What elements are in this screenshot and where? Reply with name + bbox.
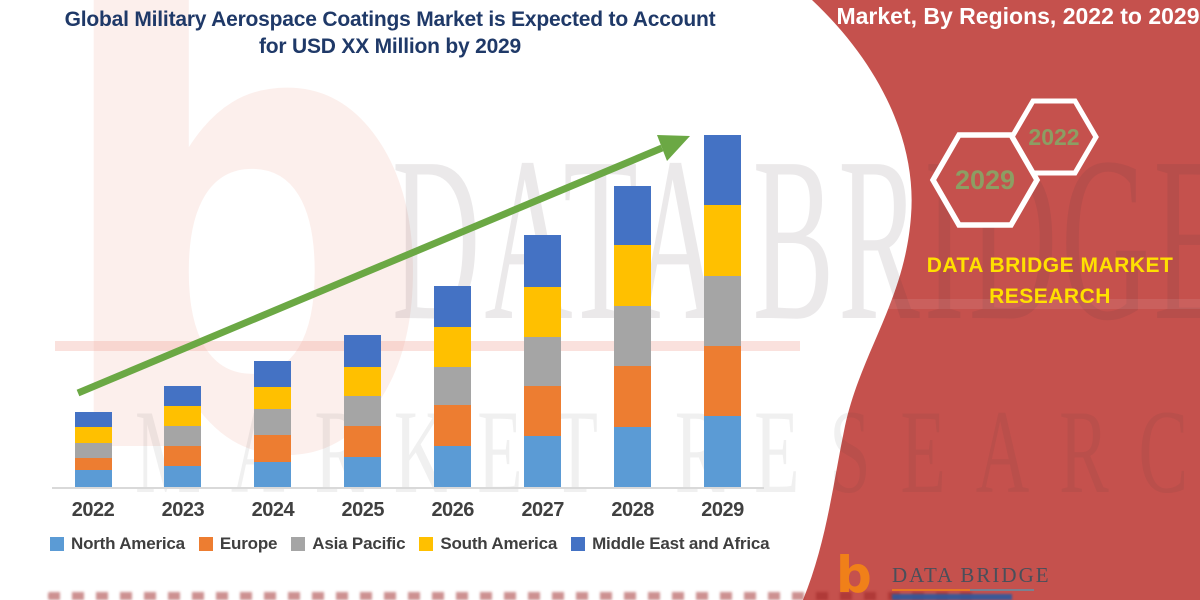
chart-title-line1: Global Military Aerospace Coatings Marke… — [64, 8, 716, 31]
legend-swatch-icon — [291, 537, 306, 551]
bar-2024-segment-middle-east-and-africa — [254, 361, 292, 387]
bar-2028-segment-north-america — [614, 427, 652, 487]
bar-2027-segment-europe — [524, 386, 562, 436]
legend-swatch-icon — [198, 537, 213, 551]
bar-2029-segment-europe — [704, 346, 741, 416]
legend-swatch-icon — [419, 537, 434, 551]
bar-2026-segment-north-america — [434, 446, 472, 487]
bar-2022-segment-south-america — [74, 427, 112, 443]
bar-2028-segment-europe — [614, 366, 652, 427]
footer-logo-text: DATA BRIDGE — [892, 563, 1051, 587]
bar-2023-segment-europe — [164, 446, 202, 466]
bar-2024-segment-north-america — [254, 462, 292, 487]
legend-item-south-america: South America — [419, 534, 557, 554]
legend-item-north-america: North America — [50, 534, 185, 554]
x-axis-label-2029: 2029 — [701, 499, 744, 521]
x-axis-label-2025: 2025 — [341, 499, 385, 521]
legend-swatch-icon — [50, 537, 64, 551]
bar-2022-segment-asia-pacific — [74, 443, 112, 458]
bar-2029-segment-south-america — [704, 205, 741, 276]
x-axis-label-2026: 2026 — [431, 499, 474, 521]
brand-text-line1: DATA BRIDGE MARKET — [926, 254, 1174, 277]
brand-text: DATA BRIDGE MARKET RESEARCH — [890, 250, 1200, 312]
bar-2028-segment-south-america — [614, 245, 652, 306]
bar-2027-segment-north-america — [524, 436, 562, 487]
chart-title: Global Military Aerospace Coatings Marke… — [30, 6, 750, 60]
bar-2026-segment-south-america — [434, 327, 472, 367]
footer-logo-underline — [892, 589, 1034, 591]
legend-label: North America — [71, 534, 185, 553]
ribbon-title: Market, By Regions, 2022 to 2029 — [836, 3, 1200, 29]
bar-2023-segment-middle-east-and-africa — [164, 386, 202, 406]
bar-2025-segment-europe — [344, 426, 382, 457]
footer-logo: b DATA BRIDGE — [830, 550, 1090, 600]
bar-2026-segment-europe — [434, 405, 472, 446]
brand-text-line2: RESEARCH — [989, 285, 1111, 308]
legend-swatch-icon — [571, 537, 586, 551]
bar-2025-segment-north-america — [344, 457, 382, 487]
bar-2027-segment-asia-pacific — [524, 337, 562, 386]
legend-item-asia-pacific: Asia Pacific — [291, 534, 406, 554]
x-axis-label-2023: 2023 — [161, 499, 205, 521]
bar-2027-segment-south-america — [524, 287, 562, 337]
bar-2024-segment-south-america — [254, 387, 292, 409]
x-axis-label-2028: 2028 — [611, 499, 654, 521]
bar-2025-segment-south-america — [344, 367, 382, 396]
x-axis-label-2024: 2024 — [251, 499, 295, 521]
bar-2023-segment-south-america — [164, 406, 202, 426]
legend-item-middle-east-and-africa: Middle East and Africa — [571, 534, 770, 554]
x-axis-label-2027: 2027 — [521, 499, 564, 521]
bar-2028-segment-middle-east-and-africa — [614, 186, 652, 245]
legend-item-europe: Europe — [198, 534, 278, 554]
data-bridge-b-logo-icon: b — [836, 546, 872, 600]
bar-2022-segment-europe — [74, 458, 112, 470]
bar-2024-segment-europe — [254, 435, 292, 462]
bar-2027-segment-middle-east-and-africa — [524, 235, 562, 287]
legend-label: Europe — [219, 534, 278, 553]
bar-2026-segment-asia-pacific — [434, 367, 472, 405]
bar-2022-segment-north-america — [74, 470, 112, 487]
bottom-cropped-text-strip — [48, 592, 978, 600]
legend-label: South America — [440, 534, 558, 553]
bar-2029-segment-asia-pacific — [704, 276, 741, 346]
bar-2023-segment-asia-pacific — [164, 426, 202, 446]
legend-label: Asia Pacific — [312, 534, 406, 553]
chart-title-line2: for USD XX Million by 2029 — [258, 35, 522, 58]
bar-2023-segment-north-america — [164, 466, 202, 487]
legend-label: Middle East and Africa — [592, 534, 770, 553]
bar-2025-segment-asia-pacific — [344, 396, 382, 426]
bar-2026-segment-middle-east-and-africa — [434, 286, 472, 327]
bar-2025-segment-middle-east-and-africa — [344, 335, 382, 367]
x-axis-line — [52, 487, 764, 489]
chart-legend: North America Europe Asia Pacific South Ame… — [50, 534, 770, 554]
bar-2024-segment-asia-pacific — [254, 409, 292, 435]
bar-2022-segment-middle-east-and-africa — [74, 412, 112, 427]
bar-2029-segment-middle-east-and-africa — [704, 135, 741, 205]
bar-2028-segment-asia-pacific — [614, 306, 652, 366]
footer-logo-cropped-line — [892, 594, 1012, 600]
bar-2029-segment-north-america — [704, 416, 741, 487]
x-axis-label-2022: 2022 — [71, 499, 115, 521]
